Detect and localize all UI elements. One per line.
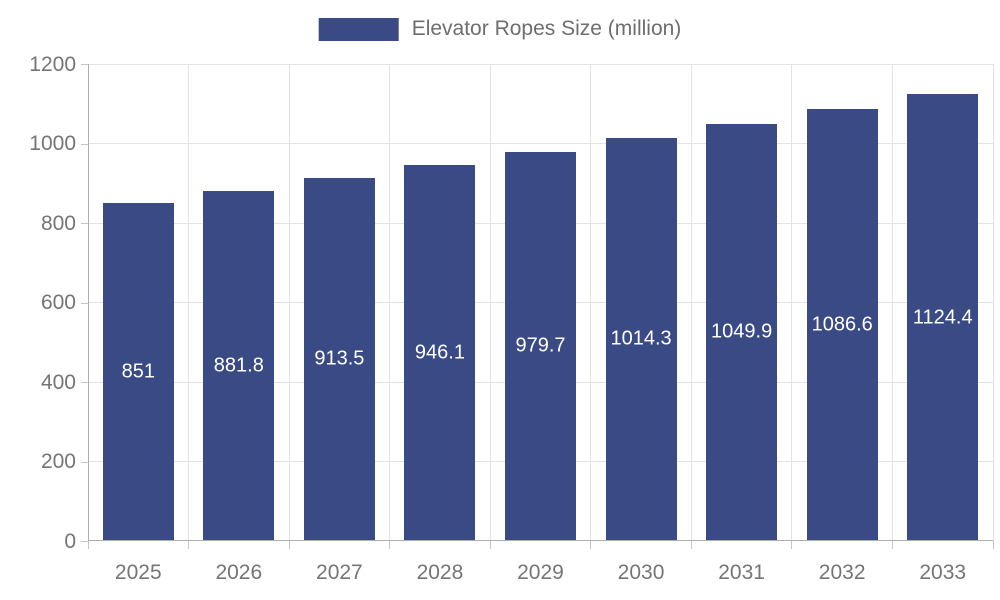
y-tick-label: 800 xyxy=(40,211,76,235)
x-tick-mark xyxy=(489,541,491,549)
x-tick-label: 2025 xyxy=(114,561,162,584)
y-tick-mark xyxy=(81,64,88,65)
x-tick-mark xyxy=(188,541,190,549)
y-tick-mark xyxy=(81,223,88,224)
bar-value-label: 1014.3 xyxy=(610,327,672,350)
x-tick-mark xyxy=(690,541,692,549)
legend[interactable]: Elevator Ropes Size (million) xyxy=(318,17,682,41)
bar-2027[interactable]: 913.5 xyxy=(303,177,375,541)
y-axis-line xyxy=(88,64,89,541)
bar-value-label: 1124.4 xyxy=(912,306,973,329)
bar-value-label: 946.1 xyxy=(414,341,465,364)
x-tick-label: 2026 xyxy=(215,561,263,584)
v-gridline xyxy=(590,64,592,541)
v-gridline xyxy=(188,64,190,541)
bar-2025[interactable]: 851 xyxy=(102,202,174,541)
v-gridline xyxy=(690,64,692,541)
x-tick-label: 2028 xyxy=(416,561,464,584)
bar-2032[interactable]: 1086.6 xyxy=(806,109,878,541)
bar-2033[interactable]: 1124.4 xyxy=(907,94,979,541)
x-tick-label: 2029 xyxy=(517,561,564,584)
y-tick-label: 0 xyxy=(64,529,76,553)
y-tick-label: 400 xyxy=(40,370,76,394)
y-tick-mark xyxy=(81,143,88,145)
bar-value-label: 881.8 xyxy=(213,354,264,377)
x-tick-mark xyxy=(288,541,290,549)
x-tick-label: 2027 xyxy=(316,561,363,584)
x-tick-label: 2030 xyxy=(617,561,665,584)
y-tick-label: 200 xyxy=(40,450,76,473)
h-gridline xyxy=(88,143,993,144)
v-gridline xyxy=(992,64,994,541)
bar-value-label: 1049.9 xyxy=(711,320,773,343)
y-tick-label: 1200 xyxy=(29,52,76,76)
legend-label: Elevator Ropes Size (million) xyxy=(411,17,682,40)
legend-swatch xyxy=(318,17,399,41)
plot-area: 851 881.8 913.5 946.1 979.7 1014.3 1049.9 1086.… xyxy=(88,63,994,541)
v-gridline xyxy=(891,64,893,541)
y-tick-mark xyxy=(81,541,88,542)
v-gridline xyxy=(791,64,793,541)
x-tick-mark xyxy=(87,541,89,549)
bar-2030[interactable]: 1014.3 xyxy=(605,137,677,541)
x-tick-label: 2033 xyxy=(919,561,967,584)
v-gridline xyxy=(389,64,391,541)
x-tick-mark xyxy=(891,541,893,549)
y-tick-mark xyxy=(81,302,88,304)
v-gridline xyxy=(288,64,290,541)
y-tick-mark xyxy=(81,382,88,383)
y-tick-mark xyxy=(81,461,88,463)
bar-2028[interactable]: 946.1 xyxy=(404,164,476,541)
v-gridline xyxy=(489,64,491,541)
bar-2031[interactable]: 1049.9 xyxy=(706,123,778,541)
bar-value-label: 851 xyxy=(121,360,155,383)
bar-2029[interactable]: 979.7 xyxy=(505,151,576,541)
x-axis-line xyxy=(88,540,993,541)
y-tick-label: 600 xyxy=(40,291,76,314)
bar-value-label: 979.7 xyxy=(515,334,566,357)
y-tick-label: 1000 xyxy=(29,132,76,155)
x-tick-mark xyxy=(791,541,793,549)
bar-2026[interactable]: 881.8 xyxy=(203,190,275,541)
bar-value-label: 913.5 xyxy=(314,347,365,370)
h-gridline xyxy=(88,63,993,65)
x-tick-label: 2031 xyxy=(718,561,765,584)
x-tick-mark xyxy=(389,541,391,549)
x-tick-mark xyxy=(590,541,592,549)
x-tick-mark xyxy=(992,541,994,549)
bar-value-label: 1086.6 xyxy=(811,313,873,336)
x-tick-label: 2032 xyxy=(818,561,866,584)
